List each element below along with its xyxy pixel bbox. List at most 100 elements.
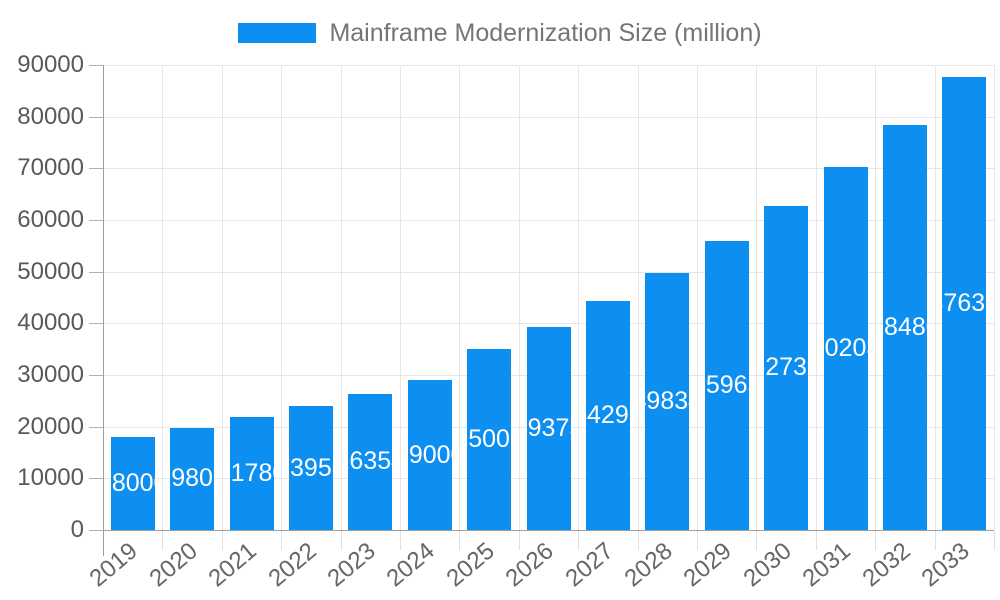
y-tick [89,375,103,376]
y-gridline [103,323,994,325]
v-gridline [281,65,283,530]
x-tick [459,531,461,550]
x-axis-label: 2032 [856,537,916,593]
v-gridline [459,65,461,530]
bar-value-label: 78480 [883,312,927,341]
y-tick [89,323,103,325]
v-gridline [162,65,164,530]
bar-value-label: 26354 [348,447,392,476]
bar-value-label: 18000 [111,469,155,497]
bar[interactable]: 19800 [170,427,215,530]
v-gridline [697,65,698,530]
x-tick [756,531,758,550]
x-axis-label: 2026 [500,537,559,593]
bar-value-label: 23958 [289,453,333,482]
x-axis-label: 2024 [381,537,441,593]
bar[interactable]: 26354 [348,393,393,530]
bar[interactable]: 39375 [526,326,571,530]
y-axis-label: 0 [70,516,84,543]
y-axis-label: 40000 [17,309,84,337]
bar[interactable]: 29000 [407,380,452,530]
x-tick [934,531,936,550]
y-gridline [103,220,994,221]
v-gridline [221,65,223,530]
x-tick [518,531,520,550]
x-axis-label: 2030 [738,537,797,593]
x-tick [221,531,223,550]
x-axis-label: 2022 [262,537,322,593]
x-tick [697,531,698,550]
bar[interactable]: 44297 [585,301,630,530]
x-axis-label: 2031 [797,537,856,593]
bar-value-label: 55963 [705,370,749,399]
v-gridline [637,65,639,530]
bar[interactable]: 87638 [942,77,987,530]
chart-legend: Mainframe Modernization Size (million) [0,20,1000,46]
x-axis-label: 2033 [916,537,975,593]
x-axis-label: 2029 [678,537,738,593]
y-tick [89,65,103,66]
bar-value-label: 29000 [408,440,452,469]
x-tick [103,531,104,556]
x-tick [637,531,639,550]
bar[interactable]: 18000 [110,437,155,530]
x-axis-label: 2023 [322,537,381,593]
y-gridline [103,65,994,66]
x-axis-baseline [103,530,994,531]
y-gridline [103,271,994,273]
y-axis-label: 90000 [17,51,84,78]
y-gridline [103,168,994,170]
bar-value-label: 87638 [942,289,986,318]
bar[interactable]: 35000 [467,349,512,530]
bar-value-label: 35000 [467,425,511,454]
bar-value-label: 44297 [586,401,630,430]
x-tick [815,531,817,550]
v-gridline [815,65,817,530]
y-tick [89,530,103,531]
v-gridline [518,65,520,530]
y-tick [89,271,103,273]
bar-value-label: 39375 [527,413,571,442]
y-axis-label: 20000 [17,412,84,440]
bar[interactable]: 55963 [704,240,749,530]
bar[interactable]: 49834 [645,272,690,530]
x-axis-label: 2019 [84,537,144,593]
v-gridline [340,65,342,530]
y-axis-label: 70000 [17,154,84,182]
x-tick [281,531,283,550]
y-axis-label: 60000 [17,206,84,233]
bar[interactable]: 21780 [229,417,274,530]
x-tick [578,531,580,550]
y-gridline [103,116,994,118]
bar-value-label: 21780 [230,459,274,488]
x-axis-label: 2020 [144,537,203,593]
y-tick [89,168,103,170]
bar-value-label: 70203 [824,334,868,363]
y-axis-label: 50000 [17,257,84,285]
bar[interactable]: 78480 [882,124,927,530]
y-axis-line [103,65,104,530]
x-axis-label: 2027 [559,537,619,593]
v-gridline [994,65,995,530]
x-tick [400,531,401,550]
bar[interactable]: 23958 [288,406,333,530]
bar[interactable]: 62730 [764,205,809,530]
bar-value-label: 19800 [170,464,214,493]
bar[interactable]: 70203 [823,167,868,530]
y-axis-label: 80000 [17,102,84,130]
v-gridline [875,65,877,530]
x-tick [875,531,877,550]
v-gridline [756,65,758,530]
y-tick [89,116,103,118]
x-axis-label: 2028 [619,537,678,593]
y-tick [89,478,103,480]
y-tick [89,220,103,221]
x-axis-label: 2025 [441,537,500,593]
x-tick [162,531,164,550]
v-gridline [578,65,580,530]
y-axis-label: 10000 [17,464,84,492]
bar-value-label: 62730 [764,353,808,382]
v-gridline [400,65,401,530]
x-tick [340,531,342,550]
